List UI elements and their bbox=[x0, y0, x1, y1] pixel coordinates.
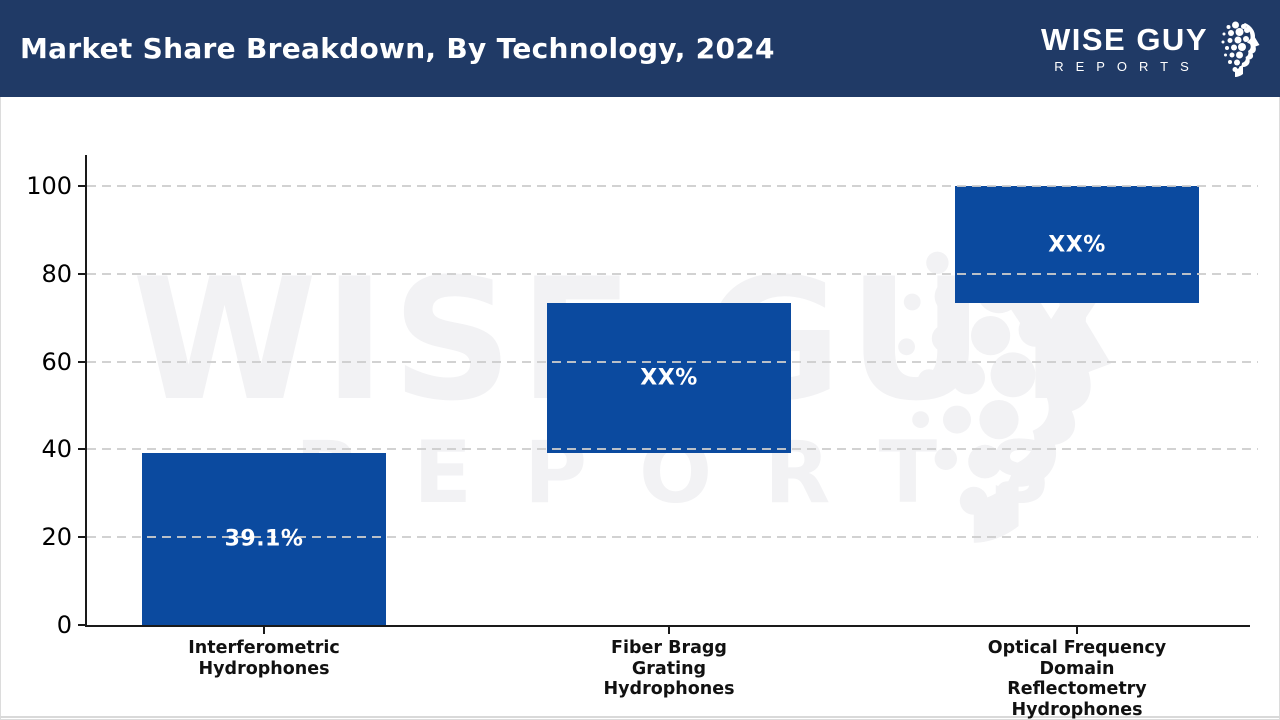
y-tick bbox=[78, 536, 85, 539]
bar bbox=[142, 453, 386, 625]
x-tick bbox=[263, 627, 265, 634]
x-tick bbox=[1076, 627, 1078, 634]
header-bar: Market Share Breakdown, By Technology, 2… bbox=[0, 0, 1280, 97]
grid-line bbox=[87, 272, 1258, 275]
x-category-label: Fiber Bragg Grating Hydrophones bbox=[603, 638, 735, 699]
y-tick-label: 60 bbox=[41, 347, 72, 376]
x-category-label: Optical Frequency Domain Reflectometry Hydr… bbox=[987, 638, 1167, 720]
y-tick bbox=[78, 624, 85, 626]
grid-line bbox=[87, 360, 1258, 363]
y-tick bbox=[78, 185, 85, 187]
y-tick-label: 100 bbox=[26, 172, 72, 200]
x-category-label: Interferometric Hydrophones bbox=[188, 638, 340, 679]
bottom-border bbox=[0, 716, 1280, 718]
bar-value-label: 39.1% bbox=[224, 526, 304, 552]
y-tick-label: 0 bbox=[56, 611, 72, 639]
page-title: Market Share Breakdown, By Technology, 2… bbox=[20, 32, 775, 65]
y-tick bbox=[78, 448, 85, 451]
logo-wordmark: WISE GUY bbox=[1040, 21, 1208, 57]
logo-head-icon bbox=[1212, 12, 1262, 86]
wiseguy-logo: WISE GUY REPORTS bbox=[1041, 12, 1262, 86]
logo-text: WISE GUY REPORTS bbox=[1041, 24, 1208, 74]
x-axis-line bbox=[85, 625, 1250, 627]
y-tick bbox=[78, 272, 85, 275]
grid-line bbox=[87, 536, 1258, 539]
bar bbox=[547, 303, 791, 454]
y-tick-label: 40 bbox=[41, 435, 72, 464]
bar-value-label: XX% bbox=[640, 365, 698, 391]
grid-line bbox=[87, 448, 1258, 451]
bar-value-label: XX% bbox=[1048, 232, 1106, 258]
logo-subtitle: REPORTS bbox=[1054, 58, 1201, 74]
grid-line bbox=[87, 185, 1258, 187]
bar-plot: 0 20 40 60 80 100 39.1% Interferometric Hydropho… bbox=[0, 97, 1280, 720]
y-tick bbox=[78, 360, 85, 363]
y-tick-label: 80 bbox=[41, 259, 72, 288]
y-axis-line bbox=[85, 155, 87, 627]
y-tick-label: 20 bbox=[41, 523, 72, 552]
bar bbox=[955, 186, 1199, 304]
x-tick bbox=[668, 627, 670, 634]
